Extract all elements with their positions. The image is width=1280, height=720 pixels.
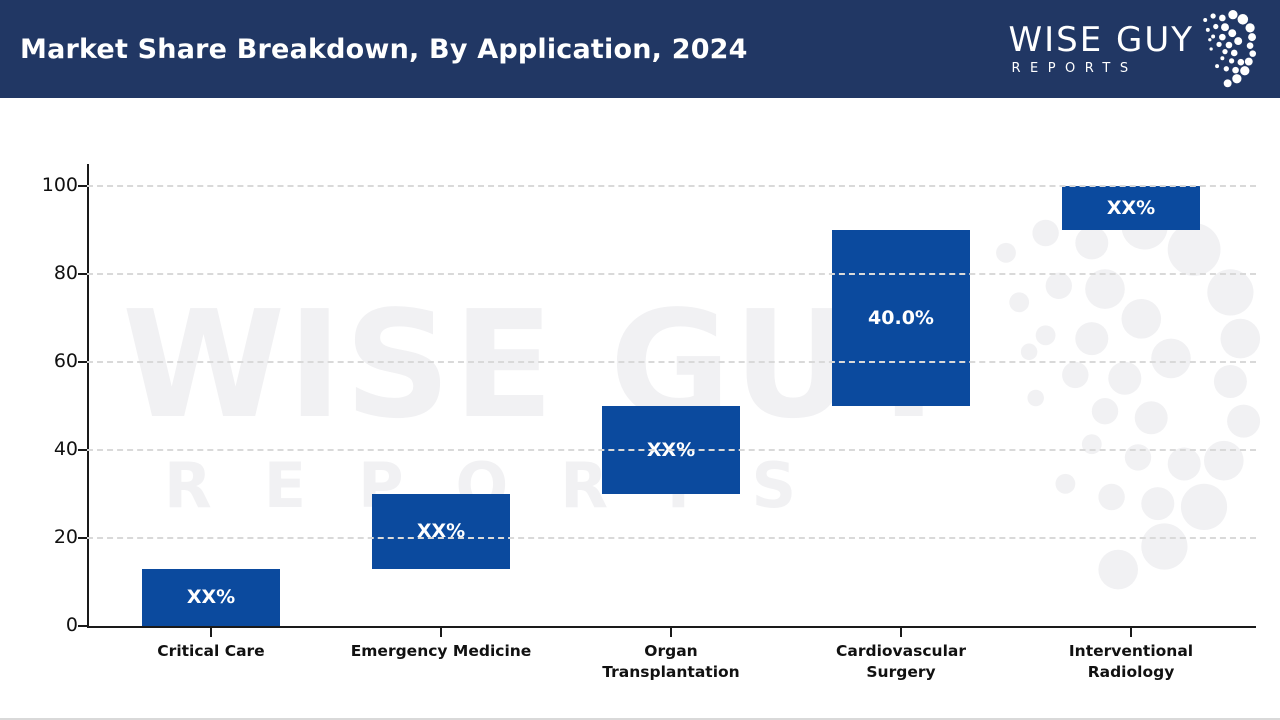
- y-axis-tick-mark: [78, 273, 87, 275]
- brand-logo: WISE GUY REPORTS: [1008, 7, 1258, 91]
- x-axis-label-organ-transplantation: Organ Transplantation: [556, 641, 786, 683]
- x-axis-label-line: Cardiovascular: [836, 642, 966, 660]
- gridline: [87, 361, 1256, 363]
- x-axis-label-line: Interventional: [1068, 642, 1194, 660]
- x-axis-tick-mark: [900, 628, 902, 637]
- bar-value-label: XX%: [416, 520, 466, 543]
- gridline: [87, 537, 1256, 539]
- y-axis-line: [87, 164, 89, 628]
- x-axis-line: [87, 626, 1256, 628]
- gridline: [87, 449, 1256, 451]
- brand-wordmark: WISE GUY: [1008, 19, 1194, 60]
- x-axis-tick-mark: [440, 628, 442, 637]
- x-axis-label-line: Surgery: [866, 663, 936, 681]
- x-axis-label-interventional-radiology: Interventional Radiology: [1016, 641, 1246, 683]
- y-axis-tick-label: 20: [53, 526, 78, 548]
- y-axis-tick-label: 0: [65, 614, 78, 636]
- bar-value-label: XX%: [1106, 197, 1156, 219]
- y-axis-tick-mark: [78, 449, 87, 451]
- bar-emergency-medicine: XX%: [372, 494, 510, 569]
- x-axis-label-line: Transplantation: [602, 663, 740, 681]
- y-axis-tick-mark: [78, 361, 87, 363]
- y-axis-tick-mark: [78, 185, 87, 187]
- gridline: [87, 185, 1256, 187]
- x-axis-label-cardiovascular-surgery: Cardiovascular Surgery: [786, 641, 1016, 683]
- y-axis-tick-label: 80: [53, 262, 78, 284]
- brand-logo-text: WISE GUY REPORTS: [1008, 23, 1194, 76]
- x-axis-tick-mark: [210, 628, 212, 637]
- x-axis-label-line: Critical Care: [157, 642, 265, 660]
- bar-value-label: 40.0%: [868, 307, 934, 329]
- x-axis-label-line: Emergency Medicine: [350, 642, 532, 660]
- y-axis-tick-label: 100: [41, 174, 78, 196]
- chart-title: Market Share Breakdown, By Application, …: [20, 33, 748, 65]
- x-axis-label-critical-care: Critical Care: [96, 641, 326, 662]
- x-axis-tick-mark: [1130, 628, 1132, 637]
- gridline: [87, 273, 1256, 275]
- x-axis-label-line: Organ: [644, 642, 698, 660]
- y-axis-tick-label: 40: [53, 438, 78, 460]
- bar-interventional-radiology: XX%: [1062, 186, 1200, 230]
- x-axis-label-line: Radiology: [1087, 663, 1175, 681]
- y-axis-tick-mark: [78, 537, 87, 539]
- x-axis-tick-mark: [670, 628, 672, 637]
- bottom-divider: [0, 718, 1280, 720]
- y-axis-tick-label: 60: [53, 350, 78, 372]
- header-bar: Market Share Breakdown, By Application, …: [0, 0, 1280, 98]
- x-axis-label-emergency-medicine: Emergency Medicine: [326, 641, 556, 662]
- brand-sub-wordmark: REPORTS: [1011, 60, 1138, 76]
- bar-critical-care: XX%: [142, 568, 280, 626]
- y-axis-tick-mark: [78, 625, 87, 627]
- bar-value-label: XX%: [186, 586, 236, 609]
- bar-cardiovascular-surgery: 40.0%: [832, 230, 970, 406]
